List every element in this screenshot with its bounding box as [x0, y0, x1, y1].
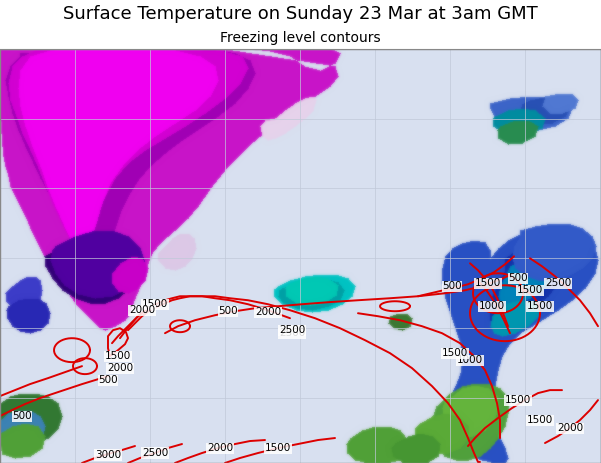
Text: 1500: 1500 — [105, 351, 131, 361]
Text: 1000: 1000 — [479, 301, 505, 311]
Text: 2000: 2000 — [207, 443, 233, 453]
Text: 500: 500 — [12, 411, 32, 421]
Text: 500: 500 — [218, 306, 238, 316]
Text: 1500: 1500 — [265, 443, 291, 453]
Text: 2000: 2000 — [107, 363, 133, 373]
Text: Surface Temperature on Sunday 23 Mar at 3am GMT: Surface Temperature on Sunday 23 Mar at … — [63, 5, 538, 23]
Text: 2500: 2500 — [142, 448, 168, 458]
Text: 2500: 2500 — [279, 325, 305, 335]
Text: Freezing level contours: Freezing level contours — [220, 31, 381, 45]
Text: 2000: 2000 — [255, 307, 281, 317]
Text: 1000: 1000 — [457, 355, 483, 365]
Text: 2000: 2000 — [129, 305, 155, 315]
Text: 1500: 1500 — [517, 285, 543, 295]
Text: 3000: 3000 — [95, 450, 121, 460]
Text: 500: 500 — [98, 375, 118, 385]
Text: 1500: 1500 — [505, 395, 531, 405]
Text: 2500: 2500 — [279, 328, 305, 338]
Text: 1500: 1500 — [527, 301, 553, 311]
Text: 2500: 2500 — [545, 278, 571, 288]
Text: 1500: 1500 — [142, 299, 168, 309]
Text: 1500: 1500 — [527, 415, 553, 425]
Text: 500: 500 — [442, 281, 462, 291]
Text: 2000: 2000 — [557, 423, 583, 433]
Text: 1500: 1500 — [475, 278, 501, 288]
Text: 500: 500 — [508, 273, 528, 283]
Text: 1500: 1500 — [442, 348, 468, 358]
